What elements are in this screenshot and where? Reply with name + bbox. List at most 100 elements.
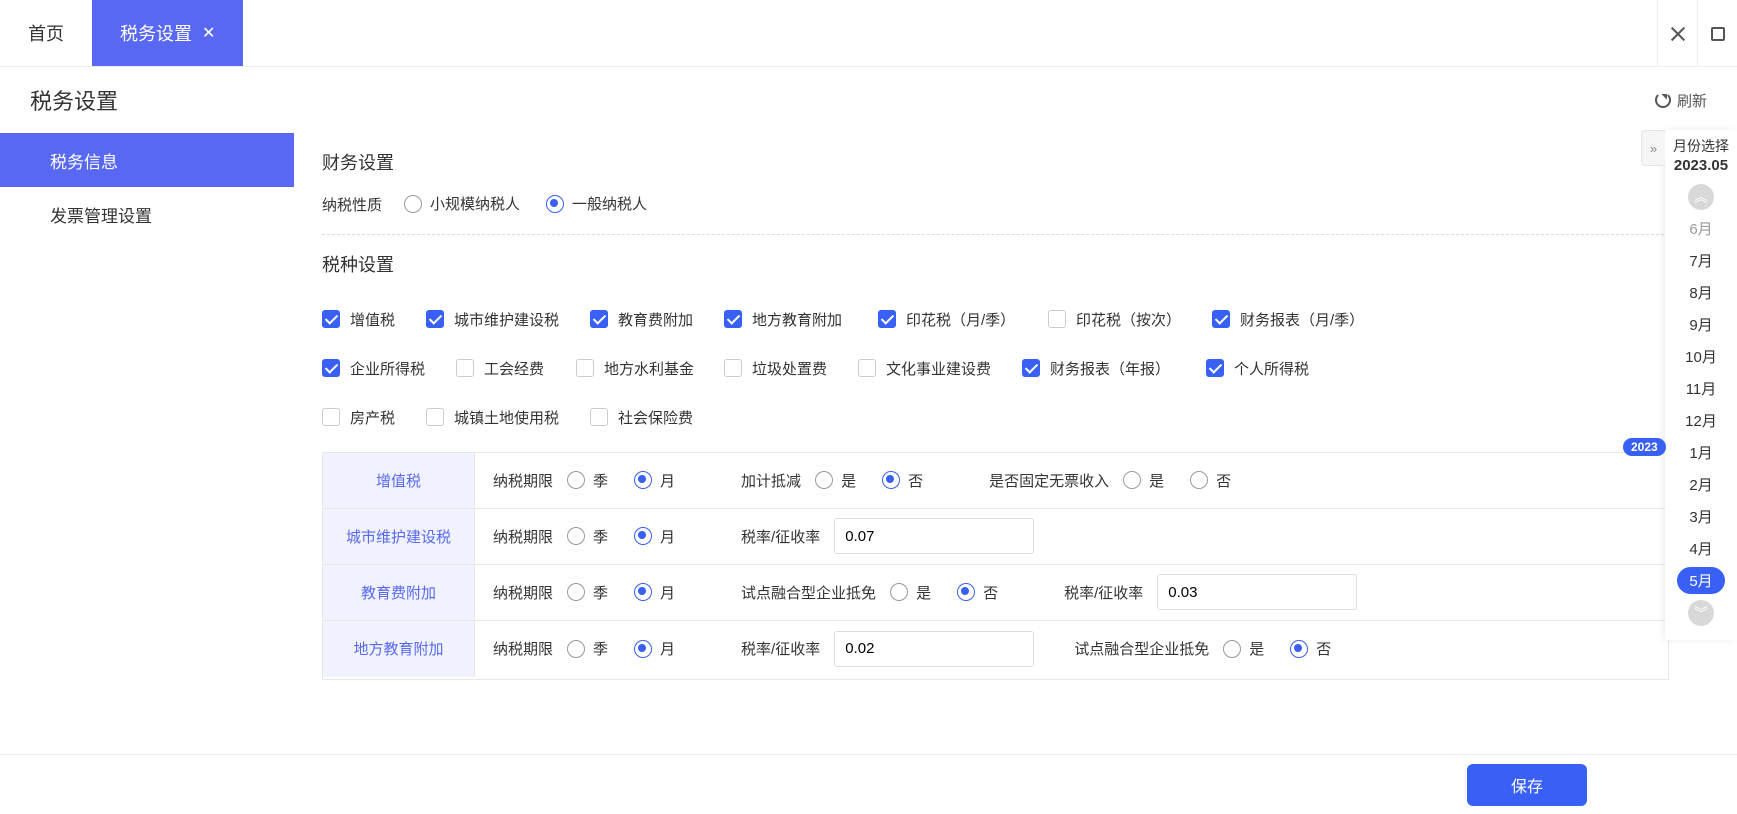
radio-icon	[567, 527, 585, 545]
year-badge: 2023	[1623, 438, 1666, 456]
rate-input[interactable]	[834, 518, 1034, 554]
checkbox-icon	[322, 359, 340, 377]
month-item[interactable]: 6月	[1665, 214, 1737, 244]
month-scroll-down-button[interactable]: ︾	[1688, 600, 1714, 626]
tax-type-checkbox[interactable]: 个人所得税	[1206, 358, 1346, 379]
month-item[interactable]: 5月	[1665, 566, 1737, 596]
radio-icon	[634, 527, 652, 545]
tax-type-checkbox[interactable]: 企业所得税	[322, 358, 456, 379]
month-item[interactable]: 3月	[1665, 502, 1737, 532]
month-item[interactable]: 12月	[1665, 406, 1737, 436]
config-radio[interactable]: 是	[815, 470, 856, 491]
month-panel: » 月份选择 2023.05 ︽ 2023 6月7月8月9月10月11月12月1…	[1665, 130, 1737, 640]
month-item-label: 6月	[1689, 218, 1712, 239]
month-scroll-up-button[interactable]: ︽	[1688, 184, 1714, 210]
tax-type-checkbox[interactable]: 印花税（按次）	[1048, 309, 1212, 330]
period-month-radio[interactable]: 月	[634, 638, 675, 659]
radio-icon	[1190, 471, 1208, 489]
radio-label: 一般纳税人	[572, 193, 647, 214]
config-radio[interactable]: 是	[1223, 638, 1264, 659]
fullscreen-icon	[1711, 27, 1725, 41]
month-item[interactable]: 1月	[1665, 438, 1737, 468]
radio-icon	[634, 471, 652, 489]
tax-type-checkbox[interactable]: 增值税	[322, 309, 426, 330]
tax-type-checkbox[interactable]: 房产税	[322, 407, 426, 428]
period-month-radio[interactable]: 月	[634, 470, 675, 491]
tax-config-cell: 纳税期限季月税率/征收率试点融合型企业抵免是否	[475, 625, 1668, 673]
month-item[interactable]: 9月	[1665, 310, 1737, 340]
tab-home-label: 首页	[28, 20, 64, 46]
radio-label: 否	[1216, 470, 1231, 491]
radio-label: 小规模纳税人	[430, 193, 520, 214]
taxpayer-type-radio-0[interactable]: 小规模纳税人	[404, 193, 520, 214]
radio-icon	[567, 471, 585, 489]
tax-type-checkbox[interactable]: 文化事业建设费	[858, 358, 1022, 379]
month-item[interactable]: 7月	[1665, 246, 1737, 276]
sidebar-item-1[interactable]: 发票管理设置	[0, 187, 294, 241]
checkbox-icon	[590, 310, 608, 328]
checkbox-icon	[426, 310, 444, 328]
period-quarter-radio[interactable]: 季	[567, 582, 608, 603]
config-radio[interactable]: 否	[882, 470, 923, 491]
taxpayer-type-radio-1[interactable]: 一般纳税人	[546, 193, 647, 214]
checkbox-icon	[1206, 359, 1224, 377]
config-radio[interactable]: 否	[957, 582, 998, 603]
tax-type-checkbox[interactable]: 工会经费	[456, 358, 576, 379]
rate-label: 税率/征收率	[741, 638, 820, 659]
refresh-label: 刷新	[1677, 90, 1707, 111]
period-month-radio[interactable]: 月	[634, 582, 675, 603]
tab-tax-settings[interactable]: 税务设置 ✕	[92, 0, 243, 66]
tab-home[interactable]: 首页	[0, 0, 92, 66]
tax-type-checkbox[interactable]: 城镇土地使用税	[426, 407, 590, 428]
tax-type-checkbox[interactable]: 财务报表（年报）	[1022, 358, 1206, 379]
period-quarter-radio[interactable]: 季	[567, 638, 608, 659]
config-group: 税率/征收率	[1064, 574, 1357, 610]
tax-type-checkbox[interactable]: 教育费附加	[590, 309, 724, 330]
sidebar-item-0[interactable]: 税务信息	[0, 133, 294, 187]
month-item[interactable]: 4月	[1665, 534, 1737, 564]
tax-type-checkbox[interactable]: 垃圾处置费	[724, 358, 858, 379]
tax-config-row: 增值税纳税期限季月加计抵减是否是否固定无票收入是否	[323, 453, 1668, 509]
rate-input[interactable]	[834, 631, 1034, 667]
period-quarter-radio[interactable]: 季	[567, 470, 608, 491]
period-label: 纳税期限	[493, 582, 553, 603]
config-radio[interactable]: 否	[1290, 638, 1331, 659]
tax-type-checkbox[interactable]: 城市维护建设税	[426, 309, 590, 330]
rate-input[interactable]	[1157, 574, 1357, 610]
tax-type-checkbox[interactable]: 财务报表（月/季）	[1212, 309, 1392, 330]
period-month-radio[interactable]: 月	[634, 526, 675, 547]
radio-label: 季	[593, 638, 608, 659]
tax-type-checkbox-grid: 增值税 城市维护建设税 教育费附加 地方教育附加印花税（月/季）印花税（按次） 财务报表…	[294, 295, 1697, 442]
checkbox-icon	[322, 310, 340, 328]
checkbox-label: 财务报表（月/季）	[1240, 309, 1364, 330]
close-all-tabs-button[interactable]	[1657, 0, 1697, 67]
rate-label: 税率/征收率	[741, 526, 820, 547]
checkbox-icon	[456, 359, 474, 377]
tax-type-checkbox[interactable]: 地方水利基金	[576, 358, 724, 379]
radio-icon	[567, 583, 585, 601]
config-radio[interactable]: 是	[1123, 470, 1164, 491]
checkbox-label: 教育费附加	[618, 309, 693, 330]
month-panel-year: 2023.05	[1674, 157, 1728, 180]
config-radio[interactable]: 是	[890, 582, 931, 603]
checkbox-icon	[724, 310, 742, 328]
radio-icon	[567, 640, 585, 658]
month-item[interactable]: 8月	[1665, 278, 1737, 308]
month-item[interactable]: 2月	[1665, 470, 1737, 500]
tax-type-checkbox[interactable]: 印花税（月/季）	[878, 309, 1048, 330]
config-radio[interactable]: 否	[1190, 470, 1231, 491]
period-quarter-radio[interactable]: 季	[567, 526, 608, 547]
tax-type-checkbox[interactable]: 社会保险费	[590, 407, 730, 428]
tab-close-icon[interactable]: ✕	[202, 23, 215, 43]
month-panel-toggle[interactable]: »	[1641, 130, 1665, 166]
month-panel-title: 月份选择	[1669, 130, 1733, 157]
radio-icon	[815, 471, 833, 489]
fullscreen-button[interactable]	[1697, 0, 1737, 67]
tax-type-checkbox[interactable]: 地方教育附加	[724, 309, 878, 330]
config-label: 是否固定无票收入	[989, 470, 1109, 491]
refresh-button[interactable]: 刷新	[1655, 90, 1707, 111]
checkbox-label: 城市维护建设税	[454, 309, 559, 330]
save-button[interactable]: 保存	[1467, 764, 1587, 806]
month-item[interactable]: 11月	[1665, 374, 1737, 404]
month-item[interactable]: 10月	[1665, 342, 1737, 372]
